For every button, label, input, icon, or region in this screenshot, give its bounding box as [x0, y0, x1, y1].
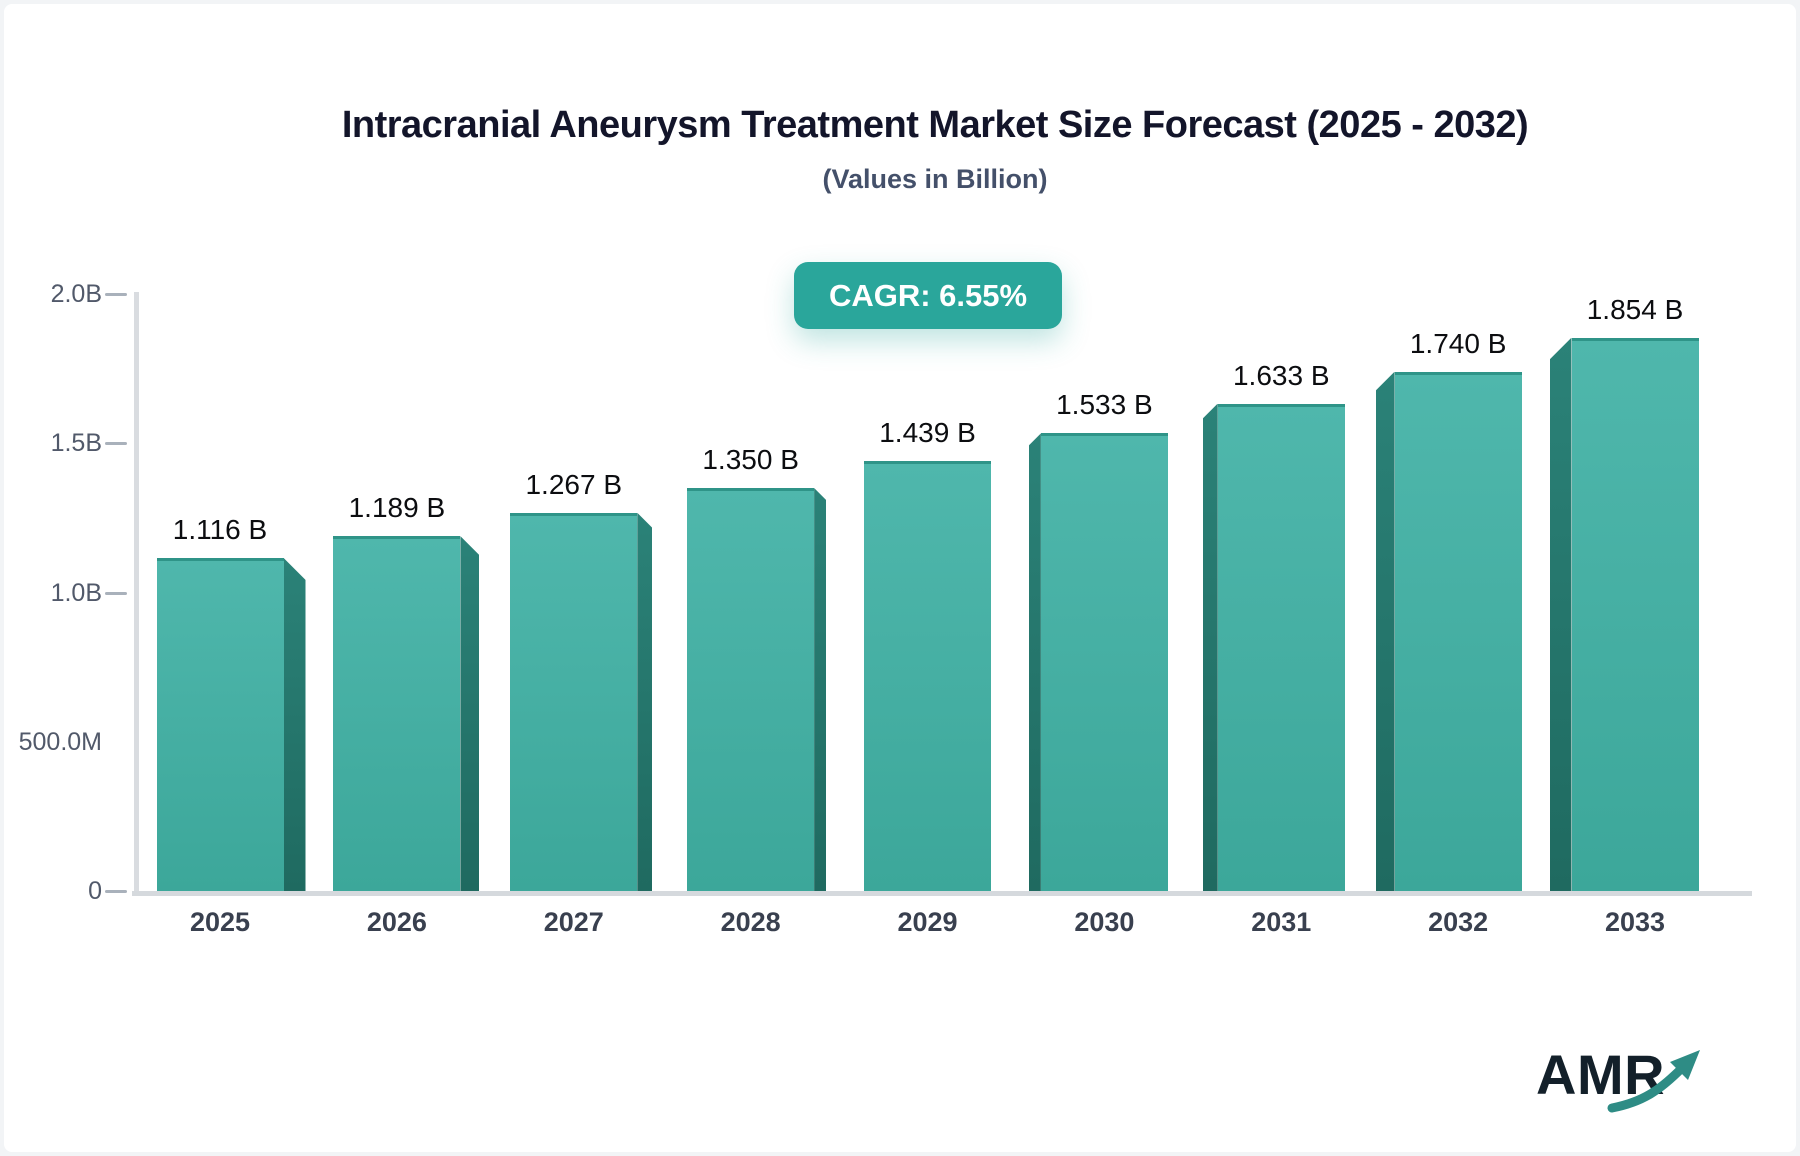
bar-2026[interactable] — [333, 536, 461, 891]
y-axis-tick-label: 500.0M — [18, 727, 102, 756]
x-axis-tick-label: 2026 — [366, 907, 427, 937]
bar-side-face — [1202, 403, 1218, 891]
bar-side-face — [1375, 371, 1395, 891]
x-axis-tick-label: 2029 — [897, 907, 958, 937]
cagr-badge: CAGR: 6.55% — [794, 262, 1062, 329]
y-axis-tick-mark — [105, 591, 127, 595]
bar-side-face — [1028, 433, 1041, 891]
bar-value-label: 1.439 B — [879, 417, 976, 449]
y-axis-tick-label: 1.0B — [50, 578, 102, 607]
bar-2032[interactable] — [1394, 371, 1522, 891]
y-axis-tick-mark — [105, 890, 127, 893]
bar-value-label: 1.189 B — [348, 492, 446, 524]
page-subtitle: (Values in Billion) — [822, 164, 1048, 194]
x-axis-tick-label: 2031 — [1251, 907, 1312, 937]
x-axis-tick-label: 2025 — [189, 907, 251, 937]
plot-area: 2.0B 1.5B 1.0B 500.0M 0 1.116 B 2025 1.189 B 202… — [4, 4, 1800, 1156]
bar-value-label: 1.533 B — [1056, 389, 1153, 421]
amr-logo-arrow-icon — [1607, 1050, 1700, 1113]
x-axis-tick-label: 2028 — [720, 907, 781, 937]
x-axis-tick-label: 2030 — [1074, 907, 1135, 937]
y-axis-tick-label: 0 — [88, 877, 102, 905]
bar-side-face — [1549, 337, 1572, 891]
y-axis-line — [134, 292, 139, 894]
y-axis-tick-mark — [105, 293, 127, 296]
page-title: Intracranial Aneurysm Treatment Market S… — [341, 104, 1529, 146]
bar-2025[interactable] — [156, 557, 284, 891]
bar-2029[interactable] — [864, 461, 991, 891]
bar-value-label: 1.633 B — [1232, 359, 1330, 391]
x-axis-line — [132, 891, 1752, 896]
x-axis-tick-label: 2033 — [1604, 907, 1666, 937]
bar-value-label: 1.854 B — [1586, 293, 1684, 325]
y-axis-tick-mark — [105, 442, 127, 446]
bar-side-face — [814, 488, 827, 891]
bar-2028[interactable] — [687, 488, 815, 891]
bar-side-face — [460, 536, 480, 891]
x-axis-tick-label: 2027 — [543, 907, 604, 937]
bar-value-label: 1.350 B — [702, 444, 799, 476]
bar-value-label: 1.740 B — [1409, 327, 1507, 359]
bar-value-label: 1.116 B — [172, 513, 268, 545]
bar-2030[interactable] — [1040, 433, 1168, 891]
bar-side-face — [283, 557, 306, 891]
chart-card: Intracranial Aneurysm Treatment Market S… — [4, 4, 1796, 1152]
y-axis-tick-label: 2.0B — [50, 280, 102, 308]
bar-2027[interactable] — [510, 512, 638, 891]
y-axis-tick-label: 1.5B — [50, 429, 102, 458]
bar-side-face — [637, 512, 653, 891]
bar-value-label: 1.267 B — [525, 468, 623, 500]
x-axis-tick-label: 2032 — [1428, 907, 1489, 937]
bar-2031[interactable] — [1217, 403, 1345, 891]
bar-2033[interactable] — [1571, 337, 1699, 891]
